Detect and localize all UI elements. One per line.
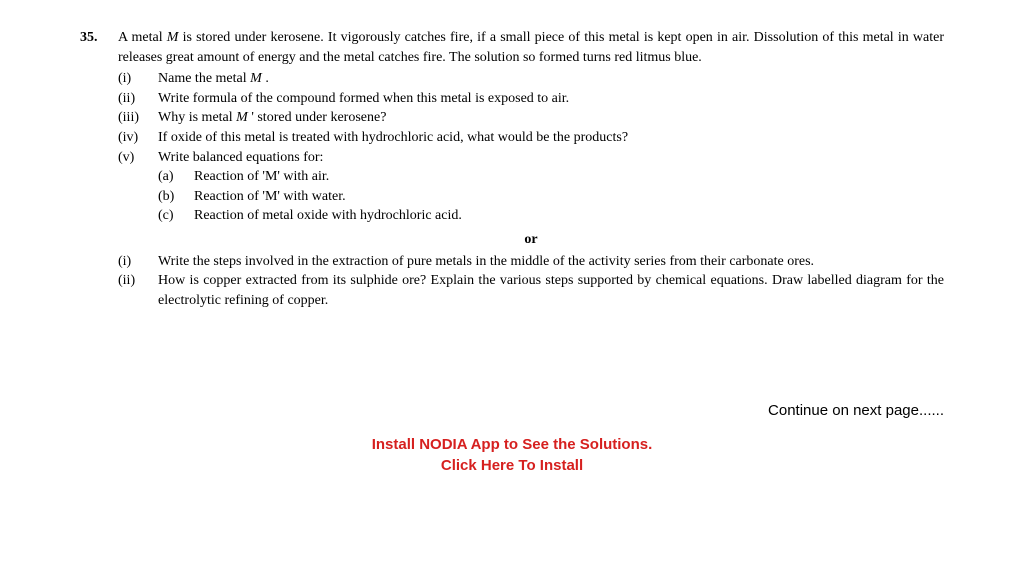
subpart-text: Reaction of 'M' with water. [194, 187, 346, 207]
part-text: Write formula of the compound formed whe… [158, 89, 569, 109]
subparts-list: (a) Reaction of 'M' with air. (b) Reacti… [158, 167, 944, 226]
or-separator: or [118, 230, 944, 250]
list-item: (v) Write balanced equations for: [118, 148, 944, 168]
list-item: (iii) Why is metal M ' stored under kero… [118, 108, 944, 128]
promo-block[interactable]: Install NODIA App to See the Solutions. … [80, 435, 944, 476]
subpart-label: (a) [158, 167, 186, 187]
alt-part-text: Write the steps involved in the extracti… [158, 252, 814, 272]
list-item: (a) Reaction of 'M' with air. [158, 167, 944, 187]
part-label: (ii) [118, 89, 150, 109]
part-text: Write balanced equations for: [158, 148, 323, 168]
promo-line-2: Click Here To Install [80, 456, 944, 476]
question-number: 35. [80, 28, 106, 310]
alt-part-text: How is copper extracted from its sulphid… [158, 271, 944, 310]
alt-parts-list: (i) Write the steps involved in the extr… [118, 252, 944, 311]
subpart-label: (c) [158, 206, 186, 226]
promo-line-1: Install NODIA App to See the Solutions. [80, 435, 944, 455]
list-item: (i) Write the steps involved in the extr… [118, 252, 944, 272]
question-body: A metal M is stored under kerosene. It v… [118, 28, 944, 310]
subpart-text: Reaction of metal oxide with hydrochlori… [194, 206, 462, 226]
part-text: If oxide of this metal is treated with h… [158, 128, 628, 148]
parts-list: (i) Name the metal M . (ii) Write formul… [118, 69, 944, 167]
part-label: (iii) [118, 108, 150, 128]
alt-part-label: (i) [118, 252, 150, 272]
part-label: (v) [118, 148, 150, 168]
subpart-label: (b) [158, 187, 186, 207]
list-item: (c) Reaction of metal oxide with hydroch… [158, 206, 944, 226]
list-item: (i) Name the metal M . [118, 69, 944, 89]
list-item: (iv) If oxide of this metal is treated w… [118, 128, 944, 148]
list-item: (b) Reaction of 'M' with water. [158, 187, 944, 207]
part-text: Name the metal M . [158, 69, 269, 89]
alt-part-label: (ii) [118, 271, 150, 310]
part-label: (i) [118, 69, 150, 89]
subpart-text: Reaction of 'M' with air. [194, 167, 329, 187]
question-intro: A metal M is stored under kerosene. It v… [118, 28, 944, 67]
question-block: 35. A metal M is stored under kerosene. … [80, 28, 944, 310]
continue-text: Continue on next page...... [80, 400, 944, 421]
list-item: (ii) How is copper extracted from its su… [118, 271, 944, 310]
part-text: Why is metal M ' stored under kerosene? [158, 108, 386, 128]
list-item: (ii) Write formula of the compound forme… [118, 89, 944, 109]
part-label: (iv) [118, 128, 150, 148]
